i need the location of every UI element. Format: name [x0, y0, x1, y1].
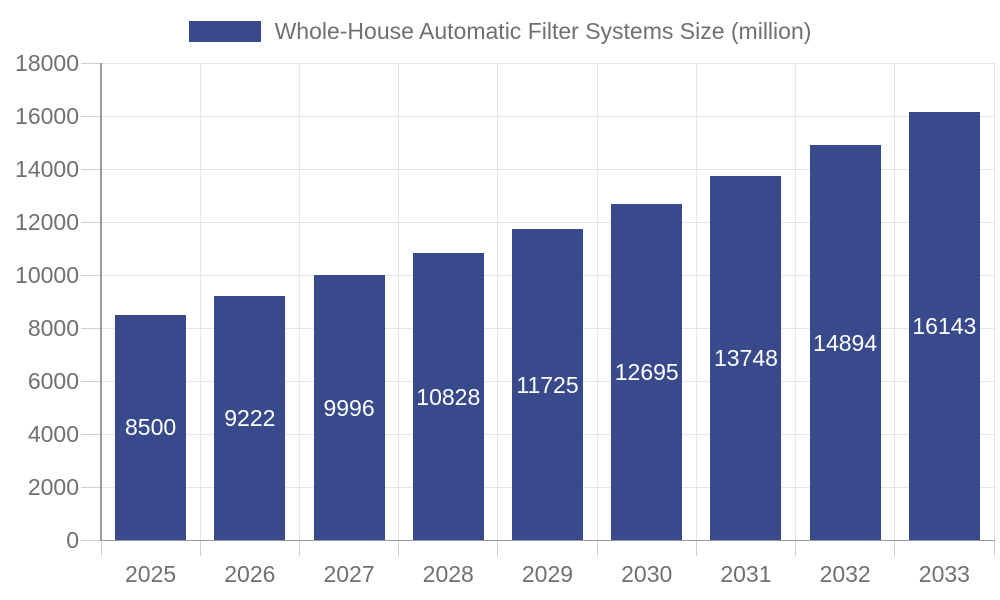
y-axis-tick [81, 327, 101, 329]
x-axis-tick [596, 540, 598, 556]
y-axis-tick [81, 168, 101, 170]
x-gridline [199, 63, 201, 540]
bar-2032[interactable] [809, 145, 881, 540]
x-axis-tick-label-2026: 2026 [224, 561, 276, 587]
x-axis-tick-label-2028: 2028 [422, 561, 474, 587]
x-gridline [497, 63, 499, 540]
bar-value-label-2032: 14894 [813, 329, 878, 356]
y-axis-tick-label: 8000 [27, 315, 79, 341]
bar-2029[interactable] [512, 229, 583, 540]
bar-value-label-2028: 10828 [416, 383, 481, 410]
y-gridline [101, 115, 994, 117]
bar-value-label-2029: 11725 [516, 371, 579, 398]
bar-2025[interactable] [115, 314, 187, 540]
y-axis-tick [81, 62, 101, 64]
y-axis-tick [81, 539, 101, 541]
bar-value-label-2026: 9222 [224, 404, 276, 431]
y-axis-tick-label: 0 [66, 527, 79, 553]
y-axis-tick [81, 274, 101, 276]
bar-value-label-2033: 16143 [912, 313, 977, 340]
x-axis-tick-label-2027: 2027 [323, 561, 375, 587]
x-gridline [398, 63, 400, 540]
y-gridline [101, 168, 994, 170]
x-gridline [993, 63, 995, 540]
x-axis-tick-label-2030: 2030 [621, 561, 673, 587]
bar-2028[interactable] [412, 253, 484, 540]
y-axis-tick [81, 115, 101, 117]
bar-value-label-2027: 9996 [323, 394, 375, 421]
x-axis-tick [497, 540, 499, 556]
x-axis-tick-label-2031: 2031 [720, 561, 772, 587]
x-axis-tick [298, 540, 300, 556]
bar-2026[interactable] [214, 295, 286, 540]
legend-swatch [188, 21, 261, 42]
y-axis-tick-label: 6000 [27, 368, 79, 394]
y-axis-tick [81, 433, 101, 435]
bar-2030[interactable] [611, 203, 683, 540]
x-gridline [596, 63, 598, 540]
x-axis-tick [398, 540, 400, 556]
y-axis-tick-label: 12000 [15, 209, 79, 235]
x-gridline [795, 63, 797, 540]
x-gridline [298, 63, 300, 540]
y-axis-tick [81, 221, 101, 223]
x-axis-tick-label-2033: 2033 [918, 561, 970, 587]
x-axis-tick [199, 540, 201, 556]
y-axis-tick-label: 10000 [15, 262, 79, 288]
x-axis-tick [100, 540, 102, 556]
y-axis-tick-label: 18000 [15, 50, 79, 76]
x-gridline [695, 63, 697, 540]
y-gridline [101, 62, 994, 64]
y-axis-tick-label: 16000 [15, 103, 79, 129]
bar-2031[interactable] [710, 175, 782, 540]
x-axis-tick-label-2025: 2025 [125, 561, 177, 587]
y-axis-tick [81, 486, 101, 488]
x-axis-line [101, 539, 995, 541]
bar-value-label-2030: 12695 [614, 358, 679, 385]
chart-legend[interactable]: Whole-House Automatic Filter Systems Siz… [0, 18, 1000, 45]
y-axis-tick-label: 14000 [15, 156, 79, 182]
bar-2033[interactable] [908, 112, 980, 540]
x-axis-tick [993, 540, 995, 556]
x-gridline [894, 63, 896, 540]
bar-value-label-2025: 8500 [125, 414, 177, 441]
bar-2027[interactable] [313, 275, 385, 540]
bar-value-label-2031: 13748 [713, 344, 778, 371]
y-axis-line [100, 63, 102, 541]
y-axis-tick-label: 2000 [27, 474, 79, 500]
x-axis-tick [695, 540, 697, 556]
x-axis-tick-label-2032: 2032 [819, 561, 871, 587]
x-axis-tick-label-2029: 2029 [521, 561, 574, 587]
y-gridline [101, 221, 994, 223]
legend-label: Whole-House Automatic Filter Systems Siz… [274, 18, 812, 44]
x-axis-tick [894, 540, 896, 556]
x-axis-tick [795, 540, 797, 556]
y-axis-tick-label: 4000 [27, 421, 79, 447]
y-axis-tick [81, 380, 101, 382]
